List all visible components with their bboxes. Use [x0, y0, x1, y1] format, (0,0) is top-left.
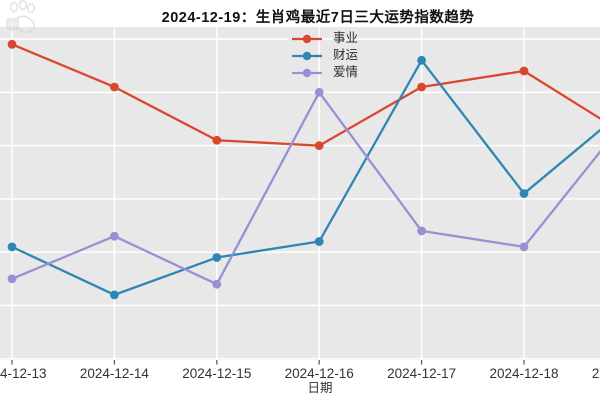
data-point — [110, 231, 119, 241]
data-point — [7, 39, 17, 49]
baidu-watermark-icon: du — [6, 0, 36, 34]
data-point — [314, 237, 324, 246]
data-point — [110, 290, 119, 300]
data-point — [7, 274, 17, 284]
data-point — [314, 87, 324, 97]
data-point — [519, 242, 529, 252]
legend-marker-wealth-icon — [292, 51, 322, 60]
watermark-du-text: du — [8, 20, 17, 29]
data-point — [212, 279, 222, 289]
legend-label-love: 爱情 — [333, 65, 359, 79]
data-point — [519, 189, 529, 198]
data-point — [212, 135, 222, 145]
x-tick-label: 2024-12-16 — [285, 366, 354, 381]
legend-marker-career-icon — [292, 34, 322, 43]
data-point — [417, 82, 426, 92]
legend-item-love: 爱情 — [291, 64, 358, 81]
data-point — [519, 66, 529, 76]
x-tick-label: 2024-12-17 — [387, 366, 456, 381]
data-point — [7, 242, 17, 252]
data-point — [417, 226, 426, 236]
chart-title: 2024-12-19：生肖鸡最近7日三大运势指数趋势 — [161, 10, 475, 26]
x-tick-label: 2024-12-19 — [592, 366, 600, 381]
plot-area — [0, 27, 600, 360]
data-point — [314, 141, 324, 151]
data-point — [212, 253, 222, 262]
x-tick-label: 2024-12-15 — [182, 366, 251, 381]
legend-label-wealth: 财运 — [333, 48, 359, 62]
legend: 事业 财运 爱情 — [291, 30, 358, 81]
x-tick-label: 2024-12-14 — [80, 366, 150, 381]
legend-item-wealth: 财运 — [291, 47, 358, 64]
x-tick-label: 2024-12-18 — [489, 366, 558, 381]
x-tick-label: 2024-12-13 — [0, 366, 47, 381]
legend-marker-love-icon — [292, 68, 322, 77]
legend-item-career: 事业 — [291, 30, 358, 47]
data-point — [417, 55, 426, 65]
x-axis-label: 日期 — [307, 381, 333, 395]
data-point — [110, 82, 119, 92]
legend-label-career: 事业 — [333, 31, 359, 45]
